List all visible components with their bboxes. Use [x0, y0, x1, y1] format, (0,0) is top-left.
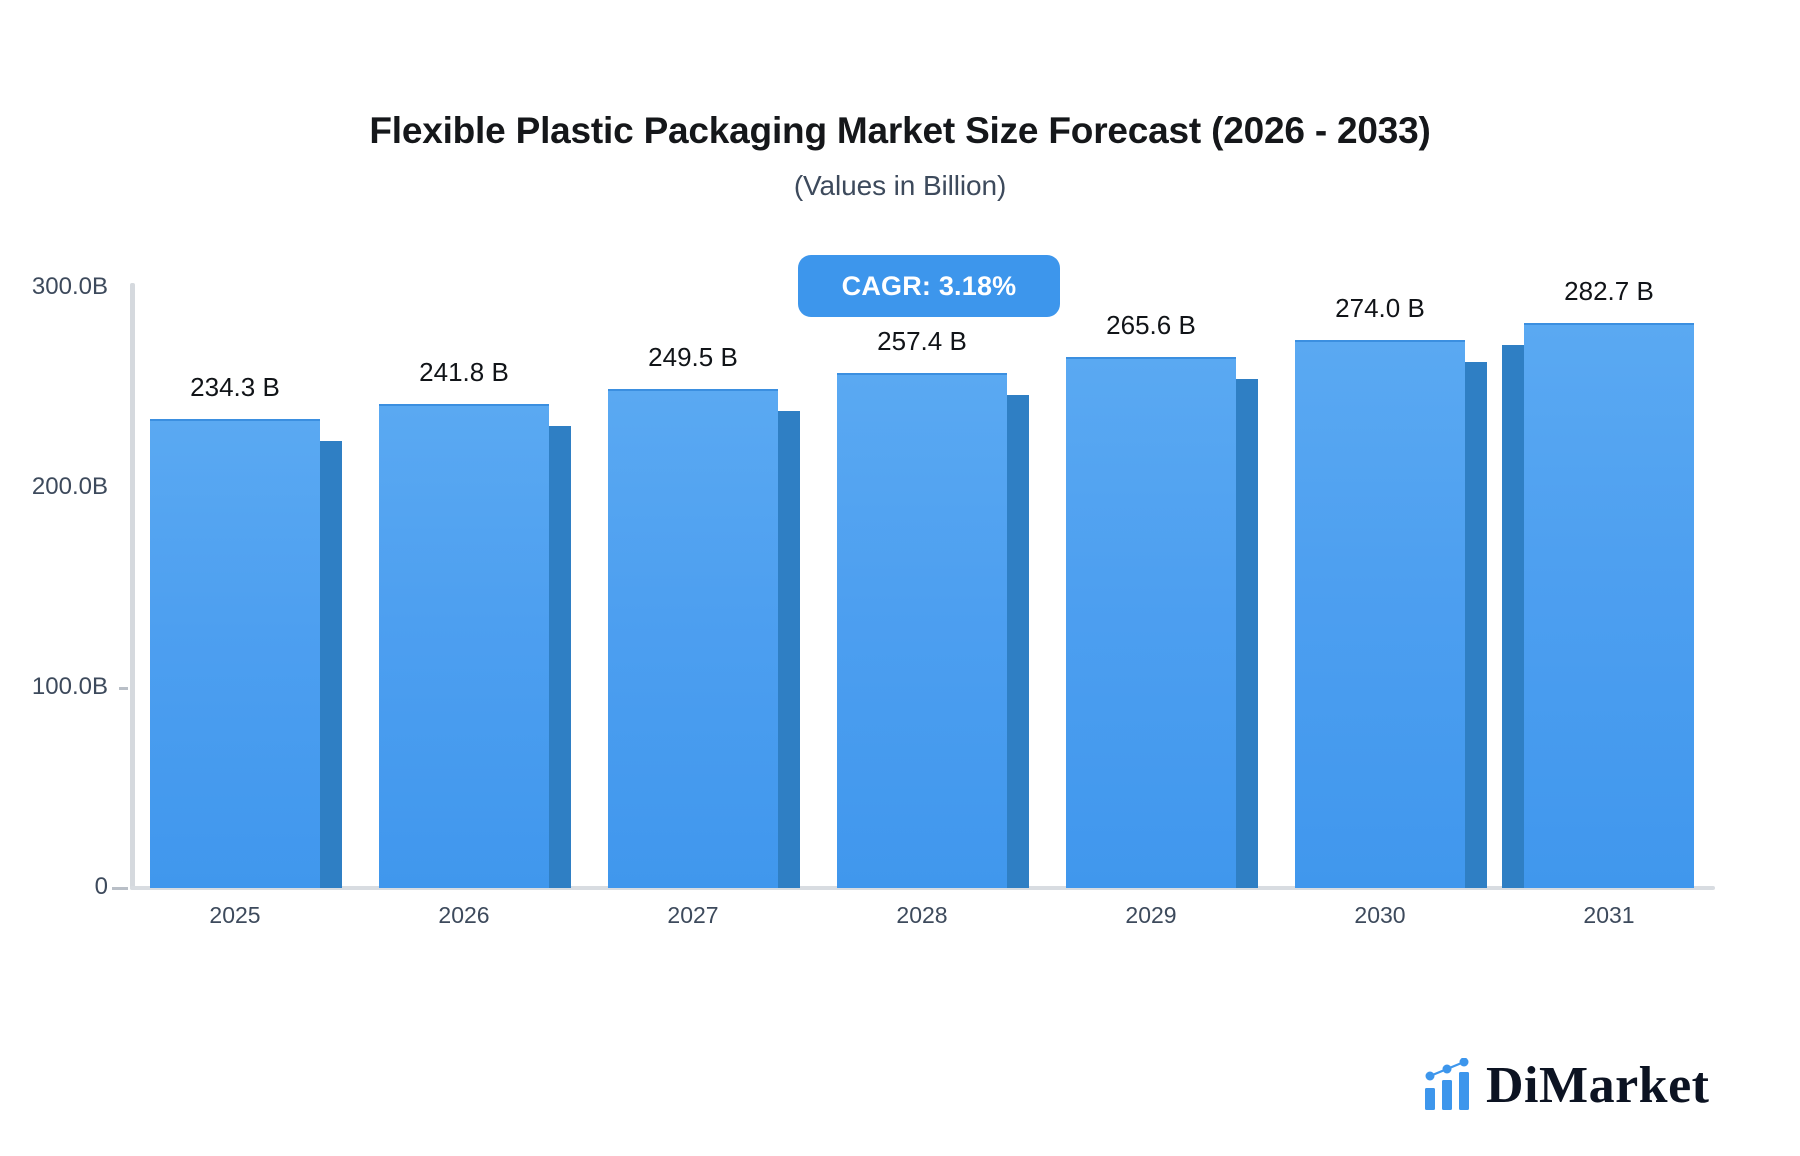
- bar-2031[interactable]: [1502, 0, 1694, 888]
- bar-front-face[interactable]: [1295, 340, 1465, 888]
- bar-value-label: 257.4 B: [877, 326, 967, 357]
- bar-2025[interactable]: [150, 0, 342, 888]
- x-axis-tick-label-2028: 2028: [896, 902, 948, 928]
- x-axis-tick-label-2031: 2031: [1583, 902, 1635, 928]
- y-axis-tick-label: 100.0B: [31, 673, 108, 700]
- bar-value-label: 274.0 B: [1335, 293, 1425, 323]
- bar-front-face[interactable]: [1524, 322, 1694, 888]
- y-axis-tick-label: 0: [94, 873, 108, 900]
- logo-wordmark: DiMarket: [1486, 1056, 1710, 1114]
- y-axis-tick: 100.0B: [0, 673, 108, 703]
- bar-side-face: [1007, 395, 1029, 888]
- x-axis-tick-label-2030: 2030: [1354, 902, 1406, 928]
- bar-front-face[interactable]: [379, 404, 549, 888]
- bar-side-face: [1502, 344, 1524, 888]
- bar-side-face: [1236, 378, 1258, 888]
- bar-front-face[interactable]: [1066, 356, 1236, 888]
- y-axis-tick: 300.0B: [0, 273, 108, 303]
- bar-side-face: [778, 411, 800, 888]
- y-axis-tick-mark: [112, 887, 128, 890]
- y-axis-tick: 200.0B: [0, 473, 108, 503]
- bar-value-label: 234.3 B: [190, 372, 280, 403]
- bar-front-face[interactable]: [150, 419, 320, 888]
- bar-2030[interactable]: [1295, 0, 1487, 888]
- page-title: Flexible Plastic Packaging Market Size F…: [369, 110, 1431, 151]
- x-axis-tick-label-2025: 2025: [209, 902, 261, 928]
- bar-side-face: [320, 441, 342, 888]
- chart-subtitle: (Values in Billion): [793, 170, 1007, 201]
- y-axis-tick-mark: [119, 687, 128, 690]
- bar-2028[interactable]: [837, 0, 1029, 888]
- cagr-badge: CAGR: 3.18%: [798, 255, 1060, 317]
- bar-value-label: 249.5 B: [648, 342, 738, 372]
- bar-front-face[interactable]: [837, 373, 1007, 888]
- x-axis-tick-label-2027: 2027: [667, 902, 719, 928]
- y-axis-tick-label: 300.0B: [31, 273, 108, 300]
- x-axis-tick-label-2026: 2026: [438, 902, 490, 928]
- y-axis-line: [130, 283, 135, 890]
- bar-chart-logo-icon: [1424, 1057, 1472, 1110]
- bar-2026[interactable]: [379, 0, 571, 888]
- bar-side-face: [1465, 362, 1487, 888]
- x-axis-line: [130, 886, 1715, 890]
- bar-value-label: 265.6 B: [1106, 309, 1196, 340]
- y-axis-tick-label: 200.0B: [31, 473, 108, 500]
- bar-2029[interactable]: [1066, 0, 1258, 888]
- bar-value-label: 241.8 B: [419, 357, 509, 388]
- bar-side-face: [549, 426, 571, 888]
- x-axis-tick-label-2029: 2029: [1125, 902, 1177, 928]
- dimarket-logo: DiMarket: [1424, 1048, 1710, 1114]
- bar-2027[interactable]: [608, 0, 800, 888]
- bar-front-face[interactable]: [608, 389, 778, 888]
- bar-value-label: 282.7 B: [1564, 275, 1654, 306]
- y-axis-tick: 0: [0, 873, 108, 903]
